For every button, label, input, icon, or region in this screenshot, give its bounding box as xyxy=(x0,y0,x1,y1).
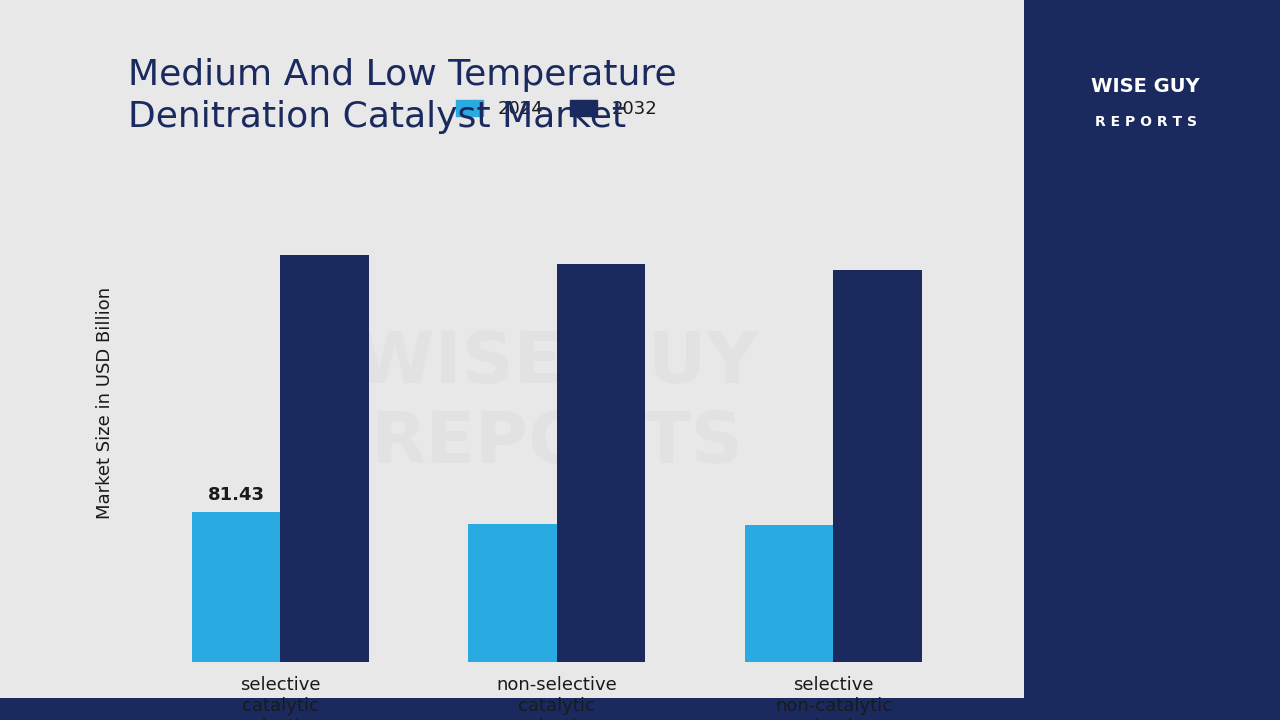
Bar xyxy=(557,264,645,662)
Legend: 2024, 2032: 2024, 2032 xyxy=(447,91,667,127)
Text: R E P O R T S: R E P O R T S xyxy=(1094,115,1197,130)
Bar xyxy=(192,512,280,662)
Bar xyxy=(468,523,557,662)
Text: 81.43: 81.43 xyxy=(207,486,265,504)
Bar xyxy=(280,255,369,662)
Y-axis label: Market Size in USD Billion: Market Size in USD Billion xyxy=(96,287,114,519)
Text: Medium And Low Temperature
Denitration Catalyst Market: Medium And Low Temperature Denitration C… xyxy=(128,58,677,134)
Text: WISE GUY
REPORTS: WISE GUY REPORTS xyxy=(355,329,759,477)
Bar xyxy=(833,270,922,662)
Text: WISE GUY: WISE GUY xyxy=(1092,77,1199,96)
Bar xyxy=(745,526,833,662)
